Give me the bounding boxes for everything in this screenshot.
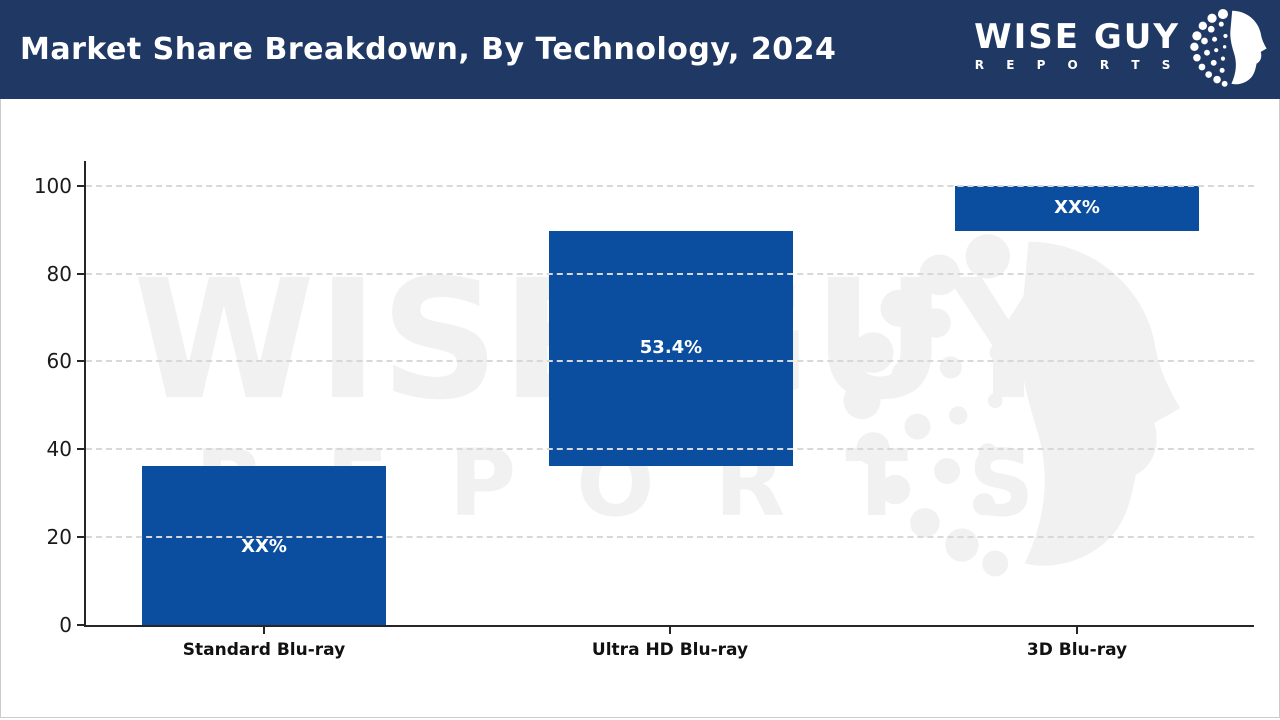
bar-label-standard-blu-ray: XX% bbox=[241, 536, 287, 557]
x-tick-3d bbox=[1076, 627, 1078, 634]
y-tick-label-20: 20 bbox=[46, 525, 72, 549]
y-axis-line bbox=[84, 161, 86, 627]
header-bar: Market Share Breakdown, By Technology, 2… bbox=[0, 0, 1280, 99]
gridline-60 bbox=[86, 360, 1254, 362]
gridline-40 bbox=[86, 448, 1254, 450]
page-title: Market Share Breakdown, By Technology, 2… bbox=[20, 32, 837, 67]
brand-reports-text: R E P O R T S bbox=[974, 57, 1180, 72]
brand-logo: WISE GUY R E P O R T S bbox=[974, 4, 1270, 88]
x-label-3d-blu-ray: 3D Blu-ray bbox=[1026, 640, 1128, 660]
y-tick-label-100: 100 bbox=[33, 174, 72, 198]
y-tick-60 bbox=[77, 360, 85, 362]
bar-label-ultra-hd-blu-ray: 53.4% bbox=[639, 337, 703, 358]
bar-ultra-hd-blu-ray bbox=[549, 231, 793, 466]
bar-label-3d-blu-ray: XX% bbox=[1054, 197, 1100, 218]
watermark-head-logo-icon bbox=[843, 234, 1181, 577]
y-tick-label-0: 0 bbox=[59, 613, 72, 637]
brand-head-logo-icon bbox=[1190, 9, 1267, 87]
x-label-standard-blu-ray: Standard Blu-ray bbox=[182, 640, 346, 660]
y-tick-40 bbox=[77, 448, 85, 450]
y-tick-80 bbox=[77, 273, 85, 275]
x-tick-standard bbox=[263, 627, 265, 634]
y-tick-label-60: 60 bbox=[46, 349, 72, 373]
y-tick-20 bbox=[77, 536, 85, 538]
x-tick-ultra-hd bbox=[669, 627, 671, 634]
bar-standard-blu-ray bbox=[142, 466, 386, 625]
gridline-100 bbox=[86, 185, 1254, 187]
brand-wordmark: WISE GUY bbox=[974, 17, 1180, 58]
bar-3d-blu-ray bbox=[955, 186, 1199, 231]
y-tick-0 bbox=[77, 624, 85, 626]
y-tick-100 bbox=[77, 185, 85, 187]
gridline-80 bbox=[86, 273, 1254, 275]
y-tick-label-80: 80 bbox=[46, 262, 72, 286]
x-axis-line bbox=[84, 625, 1254, 627]
x-label-ultra-hd-blu-ray: Ultra HD Blu-ray bbox=[591, 640, 749, 660]
gridline-20 bbox=[86, 536, 1254, 538]
y-tick-label-40: 40 bbox=[46, 437, 72, 461]
